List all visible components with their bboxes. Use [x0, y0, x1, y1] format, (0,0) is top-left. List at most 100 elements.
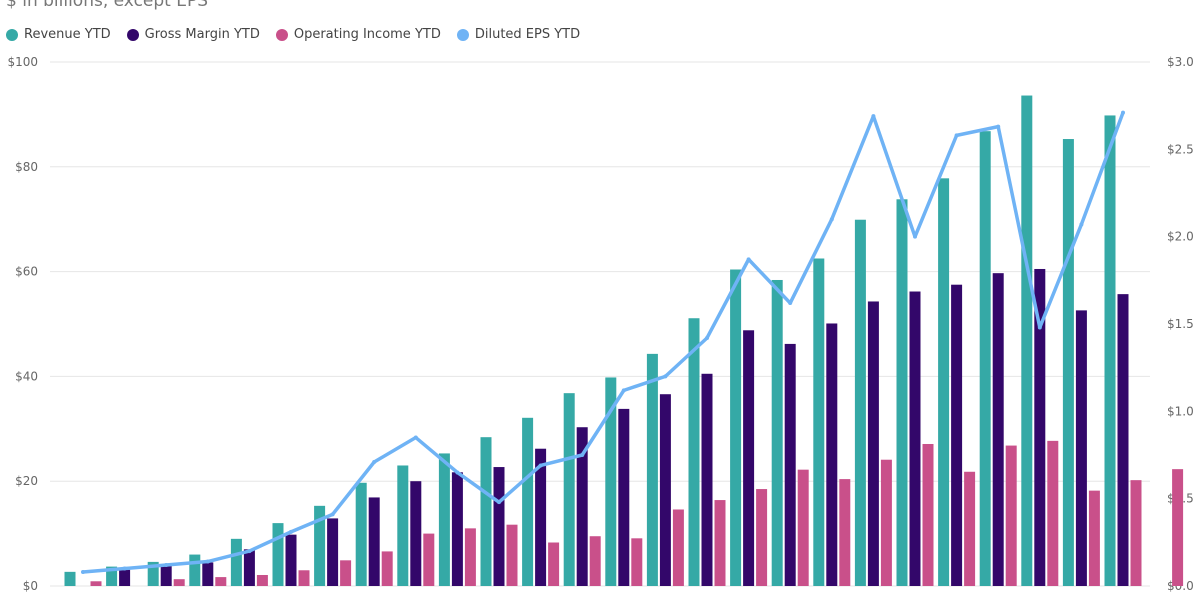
- legend-item-operating-income[interactable]: Operating Income YTD: [275, 27, 441, 42]
- bar-revenue-ytd[interactable]: [438, 453, 450, 586]
- legend-item-revenue[interactable]: Revenue YTD: [6, 27, 111, 42]
- bar-gross-margin-ytd[interactable]: [535, 448, 547, 586]
- bar-gross-margin-ytd[interactable]: [909, 291, 921, 586]
- bar-gross-margin-ytd[interactable]: [576, 427, 588, 586]
- bar-revenue-ytd[interactable]: [147, 561, 159, 586]
- point-diluted-eps-ytd[interactable]: [663, 374, 668, 379]
- bar-operating-income-ytd[interactable]: [340, 560, 352, 586]
- bar-operating-income-ytd[interactable]: [797, 469, 809, 586]
- bar-operating-income-ytd[interactable]: [839, 479, 851, 586]
- bar-operating-income-ytd[interactable]: [1130, 480, 1142, 586]
- point-diluted-eps-ytd[interactable]: [289, 529, 293, 534]
- bar-operating-income-ytd[interactable]: [589, 536, 601, 586]
- point-diluted-eps-ytd[interactable]: [164, 563, 169, 568]
- bar-operating-income-ytd[interactable]: [464, 528, 476, 586]
- bar-gross-margin-ytd[interactable]: [701, 373, 713, 586]
- point-diluted-eps-ytd[interactable]: [1121, 110, 1125, 115]
- bar-operating-income-ytd[interactable]: [1088, 490, 1100, 586]
- point-diluted-eps-ytd[interactable]: [413, 435, 418, 440]
- bar-gross-margin-ytd[interactable]: [1034, 268, 1046, 586]
- bar-revenue-ytd[interactable]: [1021, 95, 1033, 586]
- bar-operating-income-ytd[interactable]: [423, 533, 435, 586]
- bar-gross-margin-ytd[interactable]: [826, 323, 838, 586]
- bar-operating-income-ytd[interactable]: [548, 542, 560, 586]
- bar-operating-income-ytd[interactable]: [964, 471, 976, 586]
- bar-gross-margin-ytd[interactable]: [202, 562, 214, 586]
- point-diluted-eps-ytd[interactable]: [788, 301, 793, 306]
- bar-revenue-ytd[interactable]: [896, 199, 908, 586]
- bar-revenue-ytd[interactable]: [64, 571, 76, 586]
- bar-revenue-ytd[interactable]: [813, 258, 825, 587]
- bar-revenue-ytd[interactable]: [397, 465, 409, 586]
- point-diluted-eps-ytd[interactable]: [621, 388, 626, 393]
- point-diluted-eps-ytd[interactable]: [746, 257, 751, 262]
- bar-revenue-ytd[interactable]: [355, 482, 367, 586]
- bar-revenue-ytd[interactable]: [730, 269, 742, 586]
- bar-revenue-ytd[interactable]: [938, 178, 950, 586]
- bar-operating-income-ytd[interactable]: [1172, 469, 1184, 586]
- bar-revenue-ytd[interactable]: [522, 417, 534, 586]
- bar-operating-income-ytd[interactable]: [506, 524, 518, 586]
- bar-revenue-ytd[interactable]: [314, 505, 326, 586]
- bar-gross-margin-ytd[interactable]: [743, 330, 755, 586]
- point-diluted-eps-ytd[interactable]: [122, 566, 127, 571]
- bar-gross-margin-ytd[interactable]: [243, 549, 255, 586]
- legend-item-diluted-eps[interactable]: Diluted EPS YTD: [456, 27, 580, 42]
- bar-revenue-ytd[interactable]: [106, 566, 118, 586]
- point-diluted-eps-ytd[interactable]: [996, 124, 1001, 129]
- bar-gross-margin-ytd[interactable]: [784, 343, 796, 586]
- bar-revenue-ytd[interactable]: [1104, 115, 1116, 586]
- bar-gross-margin-ytd[interactable]: [1075, 310, 1087, 586]
- bar-operating-income-ytd[interactable]: [672, 509, 684, 586]
- point-diluted-eps-ytd[interactable]: [455, 470, 460, 475]
- bar-operating-income-ytd[interactable]: [922, 443, 934, 586]
- bar-gross-margin-ytd[interactable]: [327, 518, 339, 586]
- bar-operating-income-ytd[interactable]: [90, 581, 102, 586]
- point-diluted-eps-ytd[interactable]: [1079, 222, 1084, 227]
- point-diluted-eps-ytd[interactable]: [954, 133, 959, 138]
- bar-operating-income-ytd[interactable]: [173, 579, 185, 586]
- bar-gross-margin-ytd[interactable]: [160, 566, 172, 586]
- bar-gross-margin-ytd[interactable]: [368, 497, 380, 586]
- bar-operating-income-ytd[interactable]: [256, 574, 268, 586]
- bar-revenue-ytd[interactable]: [688, 318, 700, 586]
- bar-gross-margin-ytd[interactable]: [451, 472, 463, 586]
- bar-gross-margin-ytd[interactable]: [618, 408, 630, 586]
- point-diluted-eps-ytd[interactable]: [580, 453, 585, 457]
- bar-operating-income-ytd[interactable]: [381, 551, 393, 586]
- point-diluted-eps-ytd[interactable]: [1037, 325, 1042, 330]
- bar-operating-income-ytd[interactable]: [298, 570, 310, 586]
- bar-revenue-ytd[interactable]: [605, 377, 617, 586]
- bar-gross-margin-ytd[interactable]: [285, 534, 297, 586]
- bar-revenue-ytd[interactable]: [272, 523, 284, 586]
- bar-revenue-ytd[interactable]: [230, 538, 242, 586]
- bar-revenue-ytd[interactable]: [979, 131, 991, 586]
- bar-revenue-ytd[interactable]: [189, 554, 201, 586]
- point-diluted-eps-ytd[interactable]: [705, 335, 709, 340]
- point-diluted-eps-ytd[interactable]: [913, 234, 917, 239]
- point-diluted-eps-ytd[interactable]: [829, 217, 834, 222]
- point-diluted-eps-ytd[interactable]: [247, 549, 252, 554]
- point-diluted-eps-ytd[interactable]: [330, 512, 335, 517]
- bar-revenue-ytd[interactable]: [480, 437, 492, 586]
- bar-revenue-ytd[interactable]: [563, 393, 575, 586]
- line-diluted-eps-ytd[interactable]: [81, 110, 1125, 574]
- point-diluted-eps-ytd[interactable]: [871, 114, 876, 119]
- bar-revenue-ytd[interactable]: [854, 219, 866, 586]
- bar-gross-margin-ytd[interactable]: [410, 481, 422, 586]
- bar-gross-margin-ytd[interactable]: [1117, 294, 1129, 586]
- point-diluted-eps-ytd[interactable]: [372, 459, 377, 464]
- bar-operating-income-ytd[interactable]: [756, 489, 768, 586]
- bar-gross-margin-ytd[interactable]: [119, 569, 131, 586]
- bar-revenue-ytd[interactable]: [1062, 139, 1074, 586]
- bar-operating-income-ytd[interactable]: [215, 577, 227, 586]
- bar-gross-margin-ytd[interactable]: [659, 394, 671, 586]
- point-diluted-eps-ytd[interactable]: [205, 559, 210, 564]
- bar-gross-margin-ytd[interactable]: [992, 273, 1004, 586]
- bar-gross-margin-ytd[interactable]: [951, 284, 963, 586]
- bar-revenue-ytd[interactable]: [646, 353, 658, 586]
- legend-item-gross-margin[interactable]: Gross Margin YTD: [126, 27, 260, 42]
- bar-operating-income-ytd[interactable]: [631, 538, 643, 586]
- point-diluted-eps-ytd[interactable]: [538, 463, 543, 468]
- bar-revenue-ytd[interactable]: [771, 279, 783, 586]
